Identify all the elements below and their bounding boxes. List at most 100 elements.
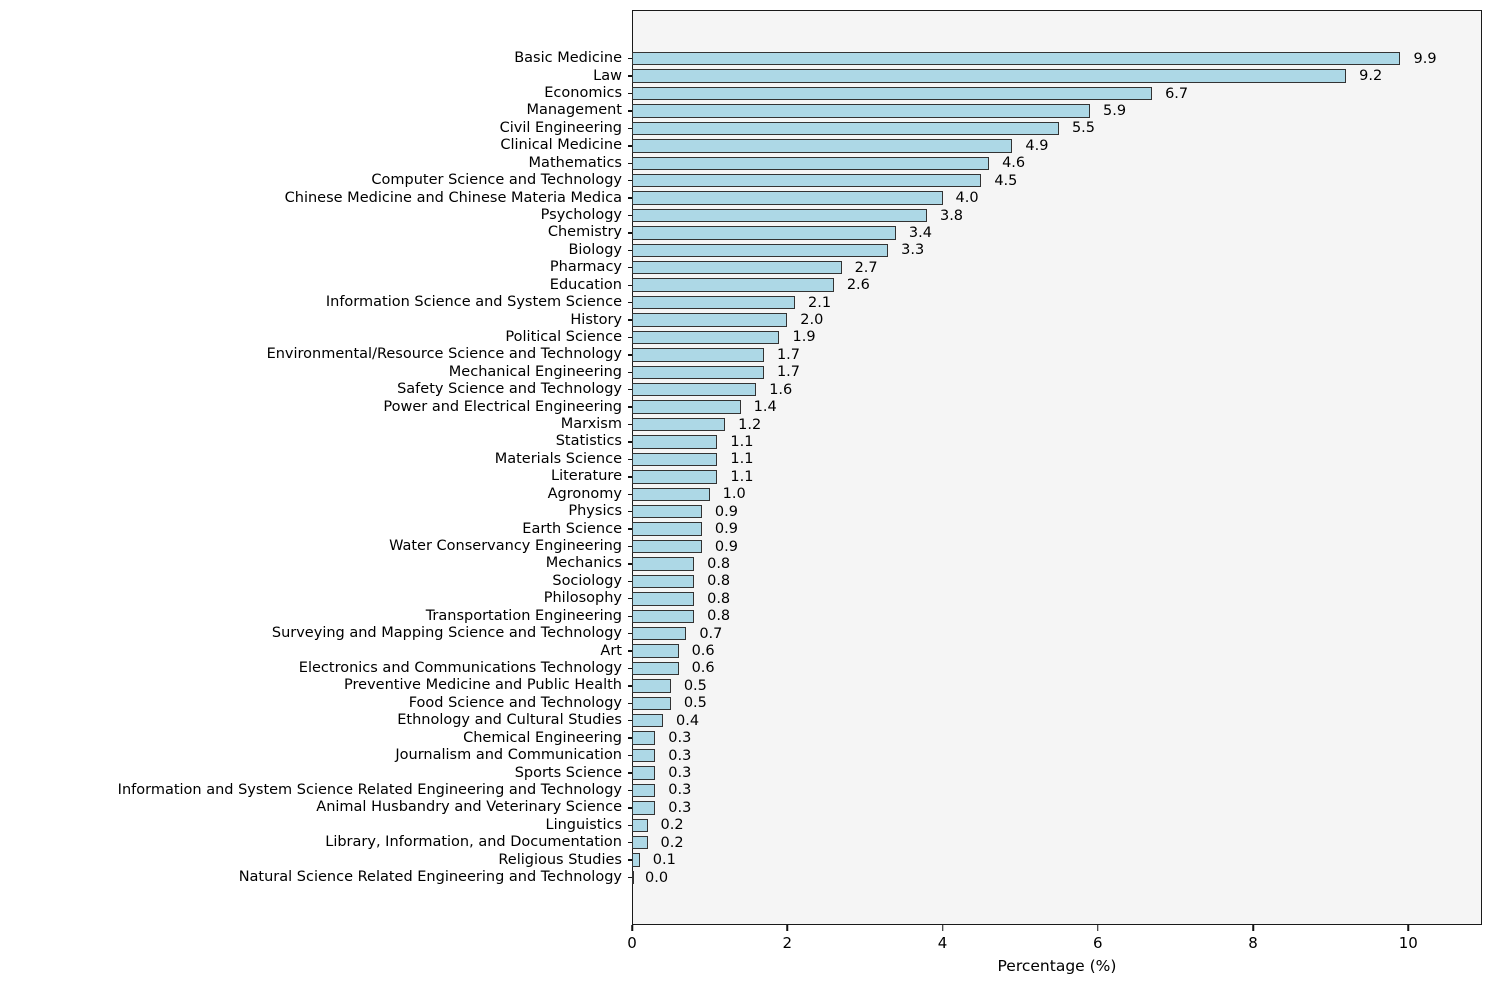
y-tick: [628, 75, 632, 77]
bar: [632, 835, 648, 850]
category-label: Linguistics: [545, 816, 622, 833]
category-label: Information Science and System Science: [325, 294, 622, 311]
value-label: 2.7: [854, 259, 878, 276]
y-tick: [628, 807, 632, 809]
category-label: Preventive Medicine and Public Health: [344, 677, 622, 694]
bar-row: Food Science and Technology 0.5: [0, 695, 1482, 712]
bar: [632, 121, 1059, 136]
bar-row: Mechanics 0.8: [0, 555, 1482, 572]
bar-track: 0.1: [632, 851, 1482, 868]
bar-row: Earth Science 0.9: [0, 520, 1482, 538]
value-label: 9.9: [1413, 50, 1437, 67]
category-label: Power and Electrical Engineering: [383, 398, 622, 415]
bar: [632, 661, 679, 676]
y-tick: [628, 685, 632, 687]
bar: [632, 69, 1347, 83]
bar: [632, 156, 990, 170]
category-label: Animal Husbandry and Veterinary Science: [316, 799, 622, 816]
bar-row: Information and System Science Related E…: [0, 782, 1482, 799]
value-label: 1.0: [722, 486, 746, 503]
category-label: Sports Science: [514, 764, 622, 781]
x-tick-label: 6: [1092, 934, 1103, 952]
value-label: 1.7: [776, 346, 801, 363]
category-label: Economics: [544, 85, 622, 102]
value-label: 9.2: [1359, 68, 1383, 85]
bar: [632, 748, 656, 763]
y-tick: [628, 842, 632, 844]
bar: [632, 400, 741, 414]
category-label: Natural Science Related Engineering and …: [238, 869, 622, 886]
category-label: Materials Science: [494, 450, 622, 467]
y-tick: [628, 441, 632, 443]
bar-track: 1.0: [632, 486, 1482, 503]
bar-track: 0.8: [632, 573, 1482, 590]
bar-track: 5.9: [632, 102, 1482, 119]
category-label: Literature: [551, 468, 622, 485]
category-label: Religious Studies: [498, 851, 622, 868]
category-label: Psychology: [540, 207, 622, 223]
x-tick: [631, 925, 633, 931]
bar: [632, 348, 764, 362]
bar-row: Religious Studies 0.1: [0, 851, 1482, 869]
bar-track: 2.0: [632, 311, 1482, 328]
value-label: 0.7: [699, 625, 723, 642]
category-label: Ethnology and Cultural Studies: [397, 712, 622, 729]
bar-track: 0.9: [632, 503, 1482, 520]
bar: [632, 86, 1153, 101]
y-tick: [628, 145, 632, 147]
bar-track: 9.9: [632, 50, 1482, 67]
y-tick: [628, 545, 632, 548]
category-label: Chinese Medicine and Chinese Materia Med…: [284, 189, 622, 206]
bar: [632, 487, 710, 501]
y-tick: [628, 476, 632, 478]
category-label: Safety Science and Technology: [397, 381, 622, 398]
category-label: Surveying and Mapping Science and Techno…: [271, 625, 622, 642]
bar-row: Basic Medicine 9.9: [0, 50, 1482, 67]
value-label: 2.0: [800, 312, 824, 329]
y-tick: [628, 824, 632, 826]
bar-row: Chemistry 3.4: [0, 224, 1482, 241]
bar-track: 2.7: [632, 259, 1482, 276]
value-label: 0.4: [676, 712, 700, 729]
y-tick: [628, 162, 632, 164]
value-label: 0.8: [707, 555, 731, 572]
bar: [632, 870, 634, 885]
value-label: 5.9: [1102, 102, 1127, 119]
bar-row: Linguistics 0.2: [0, 817, 1482, 834]
bar-track: 4.5: [632, 172, 1482, 189]
bar-row: Education 2.6: [0, 276, 1482, 294]
value-label: 1.6: [769, 381, 793, 398]
bar-track: 4.0: [632, 189, 1482, 206]
bar-track: 1.1: [632, 433, 1482, 450]
bar-row: Materials Science 1.1: [0, 451, 1482, 468]
bar-track: 3.4: [632, 224, 1482, 241]
bar: [632, 295, 795, 310]
value-label: 1.1: [730, 451, 754, 468]
bar-row: Economics 6.7: [0, 85, 1482, 102]
y-tick: [628, 720, 632, 722]
bar-row: Environmental/Resource Science and Techn…: [0, 346, 1482, 363]
value-label: 1.1: [730, 433, 754, 450]
bar-row: Art 0.6: [0, 642, 1482, 660]
value-label: 1.2: [738, 416, 762, 433]
bar-track: 0.0: [632, 869, 1482, 886]
y-tick: [628, 110, 632, 112]
category-label: Clinical Medicine: [500, 137, 622, 154]
bar-row: Transportation Engineering 0.8: [0, 608, 1482, 625]
bar: [632, 504, 702, 519]
bar-row: Sports Science 0.3: [0, 764, 1482, 782]
bar-row: Electronics and Communications Technolog…: [0, 660, 1482, 677]
bar: [632, 313, 788, 327]
value-label: 0.1: [652, 852, 676, 869]
bar-row: Agronomy 1.0: [0, 486, 1482, 503]
y-tick: [628, 650, 632, 652]
value-label: 4.5: [994, 172, 1018, 189]
bar-track: 0.8: [632, 555, 1482, 572]
category-label: Art: [600, 642, 622, 659]
bar: [632, 435, 718, 449]
value-label: 0.5: [683, 695, 707, 712]
bar: [632, 226, 896, 240]
bar-track: 1.6: [632, 381, 1482, 398]
bar: [632, 261, 842, 275]
y-tick: [628, 301, 632, 304]
